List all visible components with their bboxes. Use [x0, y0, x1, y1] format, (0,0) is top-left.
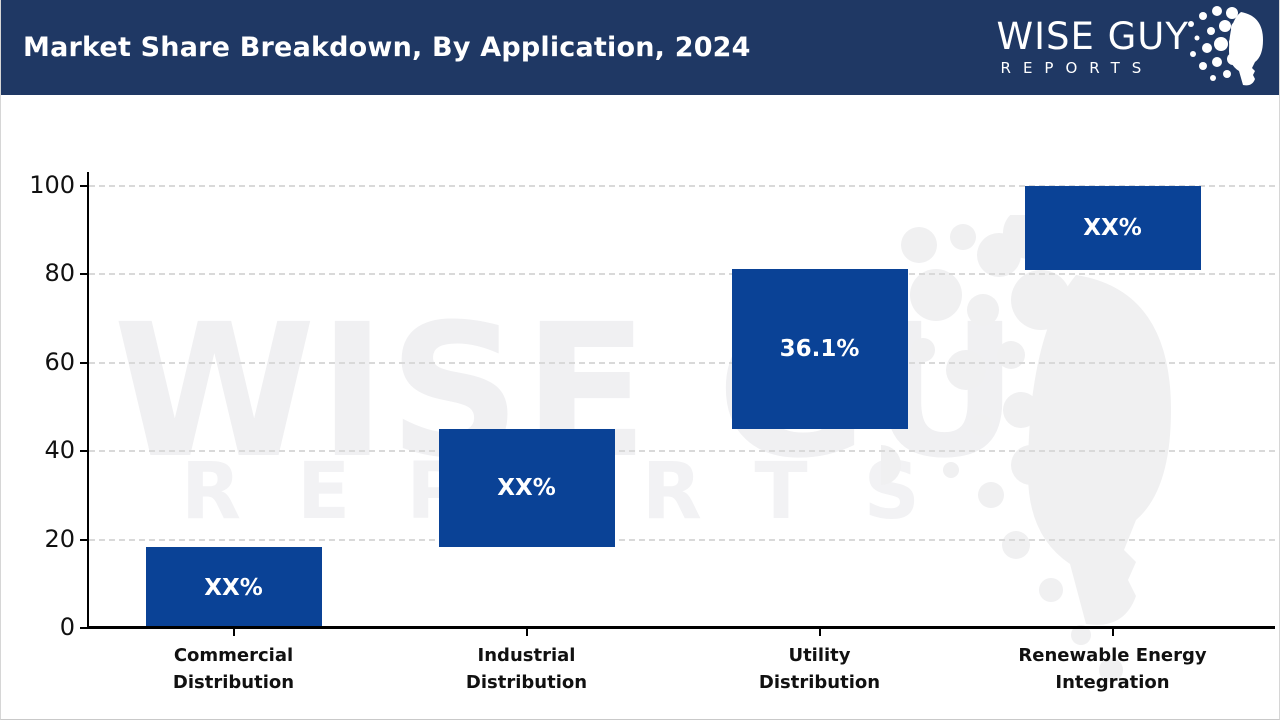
y-tick-mark-80 — [80, 273, 89, 276]
category-label-0: Commercial Distribution — [172, 645, 295, 693]
gridline-80 — [89, 273, 1275, 276]
y-tick-label-80: 80 — [44, 259, 75, 288]
brand-logo: WISE GUY REPORTS — [997, 4, 1269, 92]
gridline-20 — [89, 538, 1275, 541]
y-tick-mark-60 — [80, 361, 89, 364]
logo-wordmark: WISE GUY — [996, 15, 1189, 58]
bar-value-label: XX% — [1083, 214, 1142, 241]
bar-segment-0: XX% — [145, 547, 322, 628]
gridline-100 — [89, 185, 1275, 187]
bar-value-label: XX% — [497, 474, 556, 501]
logo-subtext: REPORTS — [1000, 59, 1154, 77]
category-label-2: Utility Distribution — [758, 645, 881, 693]
header: Market Share Breakdown, By Application, … — [1, 0, 1279, 95]
page-title: Market Share Breakdown, By Application, … — [23, 32, 751, 63]
x-axis-line — [87, 626, 1275, 629]
gridline-60 — [89, 361, 1275, 364]
gridline-40 — [89, 450, 1275, 453]
y-tick-label-20: 20 — [44, 524, 75, 553]
brand-logo-text: WISE GUY REPORTS — [997, 18, 1189, 77]
y-tick-label-40: 40 — [44, 436, 75, 465]
category-label-1: Industrial Distribution — [465, 645, 588, 693]
bar-value-label: XX% — [204, 574, 263, 601]
y-tick-mark-40 — [80, 450, 89, 453]
bar-segment-2: 36.1% — [731, 269, 908, 429]
bar-value-label: 36.1% — [779, 335, 860, 362]
y-tick-mark-20 — [80, 538, 89, 541]
bar-segment-3: XX% — [1024, 186, 1201, 270]
x-tick-mark-0 — [232, 629, 235, 636]
category-label-3: Renewable Energy Integration — [1018, 645, 1207, 693]
logo-face-icon — [1188, 5, 1263, 85]
y-tick-label-60: 60 — [44, 347, 75, 376]
y-tick-label-0: 0 — [59, 613, 75, 641]
x-tick-mark-2 — [818, 629, 821, 636]
x-tick-mark-3 — [1111, 629, 1114, 636]
watermark-face-icon — [881, 215, 1171, 682]
x-tick-mark-1 — [525, 629, 528, 636]
y-tick-label-100: 100 — [29, 171, 75, 199]
bar-segment-1: XX% — [438, 428, 615, 547]
y-tick-mark-100 — [80, 185, 89, 187]
y-axis-line — [87, 172, 89, 628]
y-tick-mark-0 — [80, 627, 89, 629]
